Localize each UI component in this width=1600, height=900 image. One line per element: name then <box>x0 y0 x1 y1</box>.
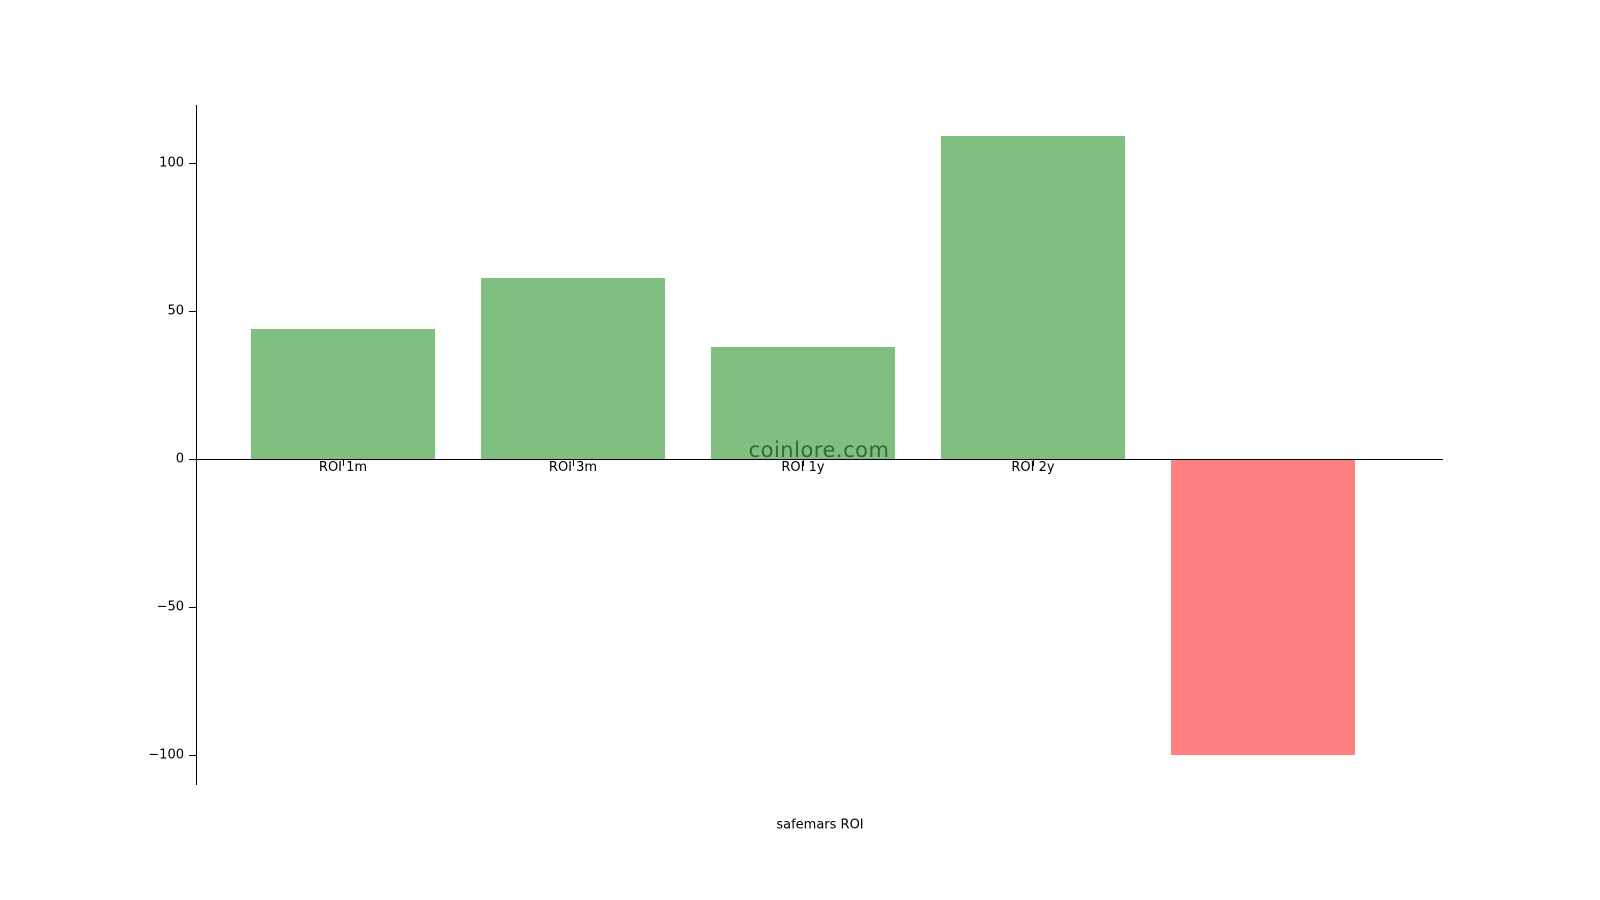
x-tick-label: ROI 1m <box>318 460 368 475</box>
x-axis-spine <box>196 459 1443 460</box>
y-tick-label: −50 <box>156 599 184 615</box>
x-tick-mark <box>803 459 804 466</box>
y-tick-label: 0 <box>175 451 184 467</box>
x-tick-label: ROI 2y <box>1011 460 1055 475</box>
watermark-text: coinlore.com <box>748 438 890 462</box>
chart-title: safemars ROI <box>776 817 864 833</box>
x-tick-label: ROI 1y <box>781 460 825 475</box>
bar-roi-1y <box>711 346 895 459</box>
x-tick-mark <box>573 459 574 466</box>
bar-roi-1m <box>251 328 435 459</box>
x-tick-mark <box>1033 459 1034 466</box>
bar-roi-3m <box>481 278 665 459</box>
x-tick-label: ROI 3m <box>548 460 598 475</box>
y-tick-mark <box>189 459 196 460</box>
y-axis-spine <box>196 105 197 785</box>
bar-unlabeled <box>1171 459 1355 755</box>
y-tick-mark <box>189 163 196 164</box>
y-tick-label: 50 <box>167 303 184 319</box>
y-tick-label: 100 <box>159 155 184 171</box>
y-tick-mark <box>189 311 196 312</box>
x-tick-mark <box>343 459 344 466</box>
y-tick-mark <box>189 755 196 756</box>
y-tick-label: −100 <box>148 747 184 763</box>
bar-roi-2y <box>941 136 1125 459</box>
y-tick-mark <box>189 607 196 608</box>
